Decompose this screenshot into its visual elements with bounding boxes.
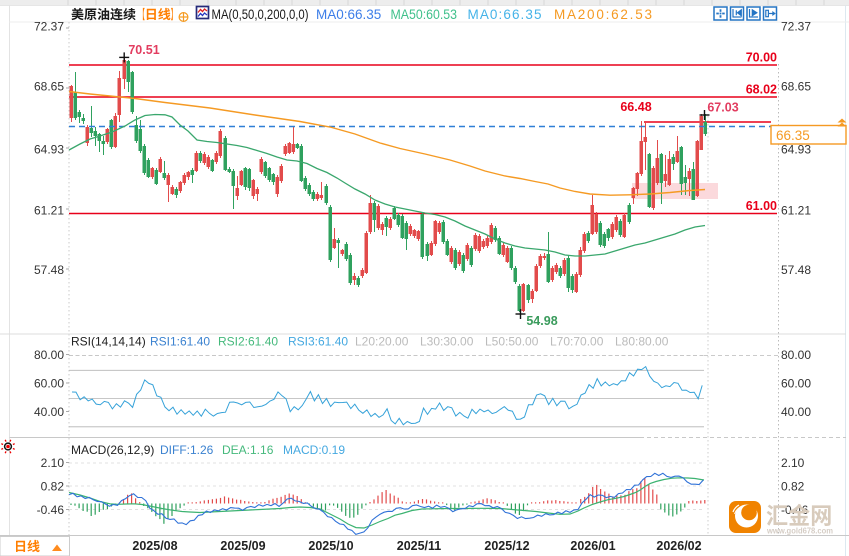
svg-text:72.37: 72.37 (781, 20, 811, 34)
svg-text:MA0:66.35: MA0:66.35 (468, 7, 542, 22)
svg-text:RSI3:61.40: RSI3:61.40 (288, 335, 348, 349)
svg-text:40.00: 40.00 (781, 405, 811, 419)
svg-text:L70:70.00: L70:70.00 (550, 335, 604, 349)
svg-text:RSI1:61.40: RSI1:61.40 (150, 335, 210, 349)
svg-text:67.03: 67.03 (707, 101, 738, 115)
svg-text:MA200:62.53: MA200:62.53 (554, 7, 652, 22)
svg-text:www.gold678.com: www.gold678.com (766, 526, 833, 536)
svg-text:L50:50.00: L50:50.00 (485, 335, 539, 349)
svg-text:2025/08: 2025/08 (132, 539, 177, 553)
svg-text:66.35: 66.35 (776, 128, 810, 143)
svg-text:MA(0,50,0,200,0,0): MA(0,50,0,200,0,0) (212, 7, 309, 22)
svg-text:70.00: 70.00 (746, 51, 777, 65)
svg-text:2026/02: 2026/02 (656, 539, 701, 553)
svg-text:-0.46: -0.46 (37, 503, 65, 517)
svg-text:61.21: 61.21 (781, 204, 811, 218)
svg-text:2025/11: 2025/11 (397, 539, 442, 553)
svg-text:L30:30.00: L30:30.00 (420, 335, 474, 349)
svg-text:70.51: 70.51 (128, 43, 159, 57)
svg-text:61.00: 61.00 (746, 199, 777, 213)
svg-text:68.65: 68.65 (34, 80, 64, 94)
svg-text:MACD(26,12,9): MACD(26,12,9) (71, 443, 154, 457)
svg-text:L80:80.00: L80:80.00 (615, 335, 669, 349)
svg-text:2.10: 2.10 (781, 456, 805, 470)
svg-text:66.48: 66.48 (620, 100, 651, 114)
svg-text:DEA:1.16: DEA:1.16 (222, 443, 274, 457)
svg-text:64.93: 64.93 (34, 143, 64, 157)
svg-text:RSI(14,14,14): RSI(14,14,14) (71, 335, 146, 349)
svg-text:0.82: 0.82 (41, 480, 65, 494)
svg-text:40.00: 40.00 (34, 405, 64, 419)
svg-text:MA0:66.35: MA0:66.35 (316, 7, 381, 22)
svg-text:80.00: 80.00 (781, 348, 811, 362)
svg-text:68.02: 68.02 (746, 83, 777, 97)
svg-text:2025/09: 2025/09 (220, 539, 265, 553)
svg-text:54.98: 54.98 (526, 314, 557, 328)
svg-text:MACD:0.19: MACD:0.19 (283, 443, 345, 457)
svg-text:0.82: 0.82 (781, 480, 805, 494)
svg-text:80.00: 80.00 (34, 348, 64, 362)
svg-text:DIFF:1.26: DIFF:1.26 (160, 443, 214, 457)
svg-text:57.48: 57.48 (781, 263, 811, 277)
svg-text:2025/10: 2025/10 (308, 539, 353, 553)
svg-text:RSI2:61.40: RSI2:61.40 (218, 335, 278, 349)
svg-text:60.00: 60.00 (781, 377, 811, 391)
svg-text:2025/12: 2025/12 (484, 539, 529, 553)
svg-text:61.21: 61.21 (34, 204, 64, 218)
svg-text:MA50:60.53: MA50:60.53 (391, 7, 458, 22)
svg-text:60.00: 60.00 (34, 377, 64, 391)
svg-text:68.65: 68.65 (781, 80, 811, 94)
svg-text:64.93: 64.93 (781, 143, 811, 157)
svg-text:2.10: 2.10 (41, 456, 65, 470)
svg-text:72.37: 72.37 (34, 20, 64, 34)
svg-text:2026/01: 2026/01 (570, 539, 615, 553)
svg-text:L20:20.00: L20:20.00 (355, 335, 409, 349)
svg-text:57.48: 57.48 (34, 263, 64, 277)
